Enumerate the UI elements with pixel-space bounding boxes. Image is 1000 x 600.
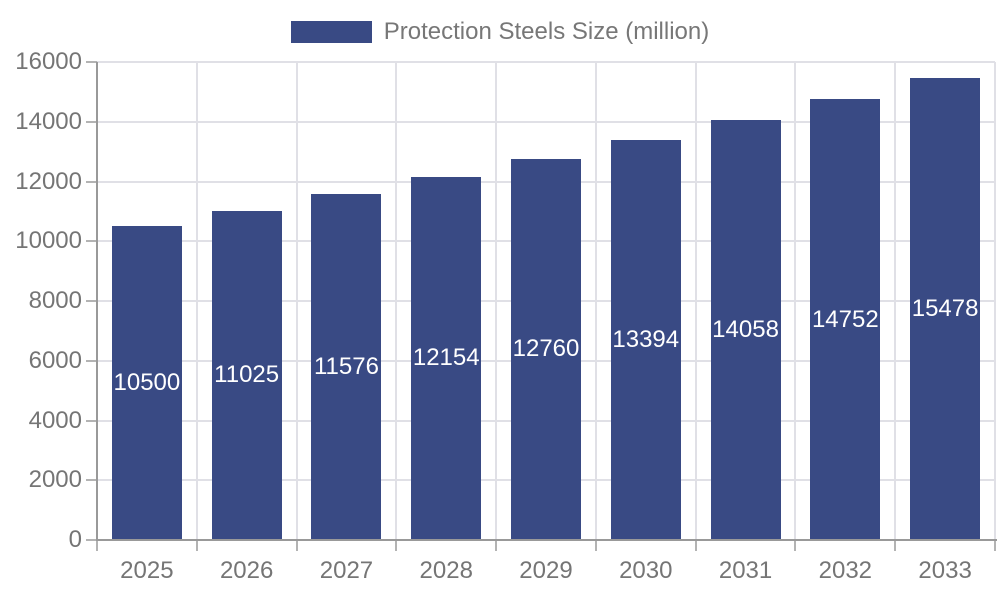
- x-axis-tick: [794, 540, 797, 551]
- legend-swatch-icon: [290, 21, 372, 43]
- y-axis-tick: [86, 61, 97, 63]
- gridline-vertical: [694, 62, 697, 540]
- x-axis-tick-label: 2028: [419, 557, 473, 584]
- x-axis-line: [96, 539, 997, 541]
- bar-value-label: 14752: [811, 305, 879, 333]
- y-axis-tick: [86, 300, 97, 302]
- y-axis-tick-label: 12000: [15, 167, 82, 195]
- gridline-vertical: [994, 62, 996, 540]
- gridline-vertical: [794, 62, 797, 540]
- y-axis-tick-label: 8000: [28, 287, 82, 314]
- bar-2030: 13394: [610, 139, 681, 540]
- bar-value-label: 13394: [612, 325, 680, 353]
- bar-value-label: 10500: [113, 369, 181, 397]
- x-axis-tick: [894, 540, 897, 551]
- y-axis-tick: [86, 120, 97, 123]
- y-axis-tick-label: 4000: [28, 406, 82, 434]
- bar-2032: 14752: [810, 99, 881, 540]
- x-axis-tick-label: 2027: [319, 557, 374, 584]
- x-axis-tick-label: 2031: [718, 557, 773, 584]
- x-axis-tick: [594, 540, 597, 551]
- bar-2028: 12154: [411, 176, 482, 540]
- x-axis-tick: [96, 540, 98, 551]
- x-axis-tick-label: 2026: [219, 557, 274, 584]
- bar-value-label: 14058: [712, 316, 779, 344]
- legend-item[interactable]: Protection Steels Size (million): [0, 18, 1000, 46]
- gridline-vertical: [195, 62, 198, 540]
- y-axis-tick: [86, 479, 97, 482]
- x-axis-tick: [994, 540, 996, 551]
- x-axis-tick-label: 2029: [519, 557, 573, 584]
- bar-value-label: 12154: [412, 344, 480, 372]
- x-axis-tick: [495, 540, 498, 551]
- x-axis-tick: [195, 540, 198, 551]
- bar-2025: 10500: [111, 226, 182, 540]
- y-axis-tick-label: 16000: [15, 48, 82, 75]
- gridline-vertical: [495, 62, 498, 540]
- gridline-horizontal: [97, 120, 995, 123]
- x-axis-tick: [295, 540, 298, 551]
- y-axis-line: [96, 62, 98, 540]
- x-axis-tick-label: 2033: [918, 557, 972, 584]
- bar-2033: 15478: [910, 77, 981, 540]
- y-axis-tick: [86, 180, 97, 183]
- bar-value-label: 15478: [911, 294, 979, 322]
- bar-value-label: 12760: [512, 335, 580, 363]
- x-axis-tick-label: 2032: [818, 557, 873, 584]
- x-axis-tick: [395, 540, 398, 551]
- y-axis-tick: [86, 359, 97, 362]
- y-axis-tick-label: 6000: [28, 346, 82, 374]
- x-axis-tick-label: 2030: [619, 557, 673, 584]
- y-axis-tick: [86, 419, 97, 422]
- bar-value-label: 11025: [214, 361, 280, 389]
- y-axis-tick-label: 14000: [15, 107, 82, 135]
- y-axis-tick-label: 2000: [28, 466, 82, 494]
- bar-2029: 12760: [511, 158, 581, 540]
- bar-2026: 11025: [211, 210, 282, 540]
- plot-area: 0 2000 4000 6000 8000 10000 12000 14000 16000 202…: [15, 50, 997, 583]
- gridline-vertical: [395, 62, 398, 540]
- legend-label: Protection Steels Size (million): [383, 18, 710, 45]
- bar-2027: 11576: [311, 194, 382, 540]
- x-axis-tick-label: 2025: [120, 557, 174, 584]
- y-axis-tick: [86, 240, 97, 243]
- y-axis-tick: [86, 539, 97, 541]
- y-axis-tick-label: 10000: [15, 227, 82, 255]
- bar-2031: 14058: [710, 120, 781, 540]
- y-axis-tick-label: 0: [68, 526, 82, 553]
- bar-value-label: 11576: [313, 353, 379, 381]
- gridline-vertical: [894, 62, 897, 540]
- gridline-vertical: [295, 62, 298, 540]
- gridline-vertical: [594, 62, 597, 540]
- gridline-horizontal: [97, 61, 995, 63]
- x-axis-tick: [694, 540, 697, 551]
